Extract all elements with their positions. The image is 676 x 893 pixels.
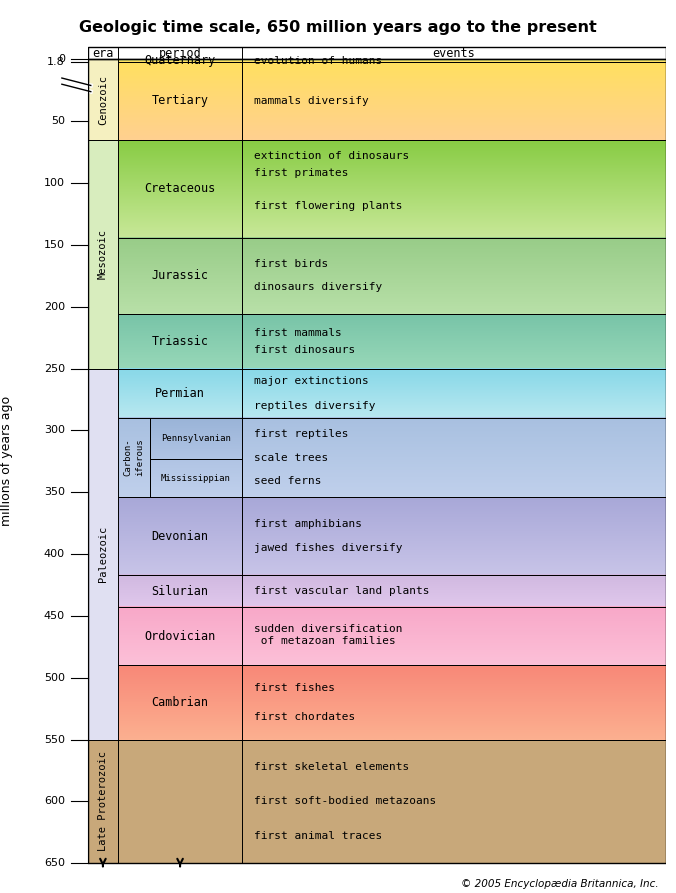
Bar <box>242 739 666 864</box>
Bar <box>242 62 666 140</box>
Bar <box>118 238 242 314</box>
Text: Permian: Permian <box>155 387 205 400</box>
Text: Silurian: Silurian <box>151 585 209 597</box>
Text: Mesozoic: Mesozoic <box>98 230 108 280</box>
Bar <box>88 140 118 369</box>
Bar <box>242 575 666 607</box>
Bar <box>118 497 242 575</box>
Text: first soft-bodied metazoans: first soft-bodied metazoans <box>254 797 436 806</box>
Bar <box>118 62 242 140</box>
Bar <box>242 238 666 314</box>
Text: Paleozoic: Paleozoic <box>98 526 108 582</box>
Text: era: era <box>92 46 114 60</box>
Text: Tertiary: Tertiary <box>151 95 209 107</box>
Text: first skeletal elements: first skeletal elements <box>254 762 409 772</box>
Text: first fishes: first fishes <box>254 682 335 693</box>
Text: first animal traces: first animal traces <box>254 831 382 841</box>
Text: 300: 300 <box>44 425 65 436</box>
Text: Cenozoic: Cenozoic <box>98 75 108 125</box>
Bar <box>88 60 118 140</box>
Text: major extinctions: major extinctions <box>254 376 368 386</box>
Bar <box>118 60 242 62</box>
Text: scale trees: scale trees <box>254 453 328 463</box>
Text: Ordovician: Ordovician <box>145 630 216 643</box>
Text: period: period <box>159 46 201 60</box>
Text: first dinosaurs: first dinosaurs <box>254 345 355 355</box>
Text: sudden diversification: sudden diversification <box>254 624 402 634</box>
Bar <box>118 575 242 607</box>
Text: of metazoan families: of metazoan families <box>254 636 395 646</box>
Bar <box>88 47 666 60</box>
Bar <box>118 739 242 864</box>
Bar <box>149 459 242 497</box>
Bar <box>242 60 666 62</box>
Text: 550: 550 <box>44 735 65 745</box>
Text: 50: 50 <box>51 116 65 126</box>
Text: 600: 600 <box>44 797 65 806</box>
Bar <box>242 140 666 238</box>
Bar <box>149 418 242 459</box>
Bar <box>88 369 118 739</box>
Text: 250: 250 <box>44 363 65 373</box>
Text: evolution of humans: evolution of humans <box>254 55 382 65</box>
Text: seed ferns: seed ferns <box>254 476 321 487</box>
Text: first flowering plants: first flowering plants <box>254 201 402 212</box>
Bar <box>242 665 666 739</box>
Text: Jurassic: Jurassic <box>151 270 209 282</box>
Bar <box>118 607 242 665</box>
Text: jawed fishes diversify: jawed fishes diversify <box>254 543 402 553</box>
Bar <box>242 314 666 369</box>
Text: Triassic: Triassic <box>151 335 209 348</box>
Bar <box>242 497 666 575</box>
Text: mammals diversify: mammals diversify <box>254 96 368 105</box>
Bar <box>118 140 242 238</box>
Text: Carbon-
iferous: Carbon- iferous <box>124 438 144 477</box>
Text: millions of years ago: millions of years ago <box>1 396 14 527</box>
Text: Late Proterozoic: Late Proterozoic <box>98 751 108 851</box>
Text: Pennsylvanian: Pennsylvanian <box>161 434 231 443</box>
Text: 500: 500 <box>44 672 65 683</box>
Bar <box>118 665 242 739</box>
Bar <box>88 47 666 60</box>
Text: 400: 400 <box>44 549 65 559</box>
Text: © 2005 Encyclopædia Britannica, Inc.: © 2005 Encyclopædia Britannica, Inc. <box>462 879 659 889</box>
Text: 350: 350 <box>44 488 65 497</box>
Text: Quaternary: Quaternary <box>145 54 216 67</box>
Bar <box>242 418 666 497</box>
Text: 200: 200 <box>44 302 65 312</box>
Text: first mammals: first mammals <box>254 329 341 338</box>
Text: Geologic time scale, 650 million years ago to the present: Geologic time scale, 650 million years a… <box>79 20 597 35</box>
Bar <box>118 369 242 418</box>
Bar <box>118 314 242 369</box>
Text: reptiles diversify: reptiles diversify <box>254 401 375 411</box>
Text: first chordates: first chordates <box>254 713 355 722</box>
Bar <box>242 607 666 665</box>
Text: 150: 150 <box>44 240 65 250</box>
Text: 0: 0 <box>57 54 65 64</box>
Text: 100: 100 <box>44 178 65 188</box>
Bar <box>118 418 242 497</box>
Bar <box>242 369 666 418</box>
Text: dinosaurs diversify: dinosaurs diversify <box>254 282 382 292</box>
Text: first primates: first primates <box>254 168 348 178</box>
Text: Devonian: Devonian <box>151 530 209 543</box>
Text: first birds: first birds <box>254 259 328 270</box>
Text: first amphibians: first amphibians <box>254 520 362 530</box>
Text: Cretaceous: Cretaceous <box>145 182 216 196</box>
Text: extinction of dinosaurs: extinction of dinosaurs <box>254 152 409 162</box>
Text: 650: 650 <box>44 858 65 868</box>
Text: events: events <box>433 46 475 60</box>
Text: first reptiles: first reptiles <box>254 429 348 439</box>
Text: 1.8: 1.8 <box>47 57 65 67</box>
Text: 450: 450 <box>44 611 65 621</box>
Text: first vascular land plants: first vascular land plants <box>254 586 429 597</box>
Bar <box>88 739 118 864</box>
Text: Mississippian: Mississippian <box>161 473 231 482</box>
Text: Cambrian: Cambrian <box>151 696 209 709</box>
